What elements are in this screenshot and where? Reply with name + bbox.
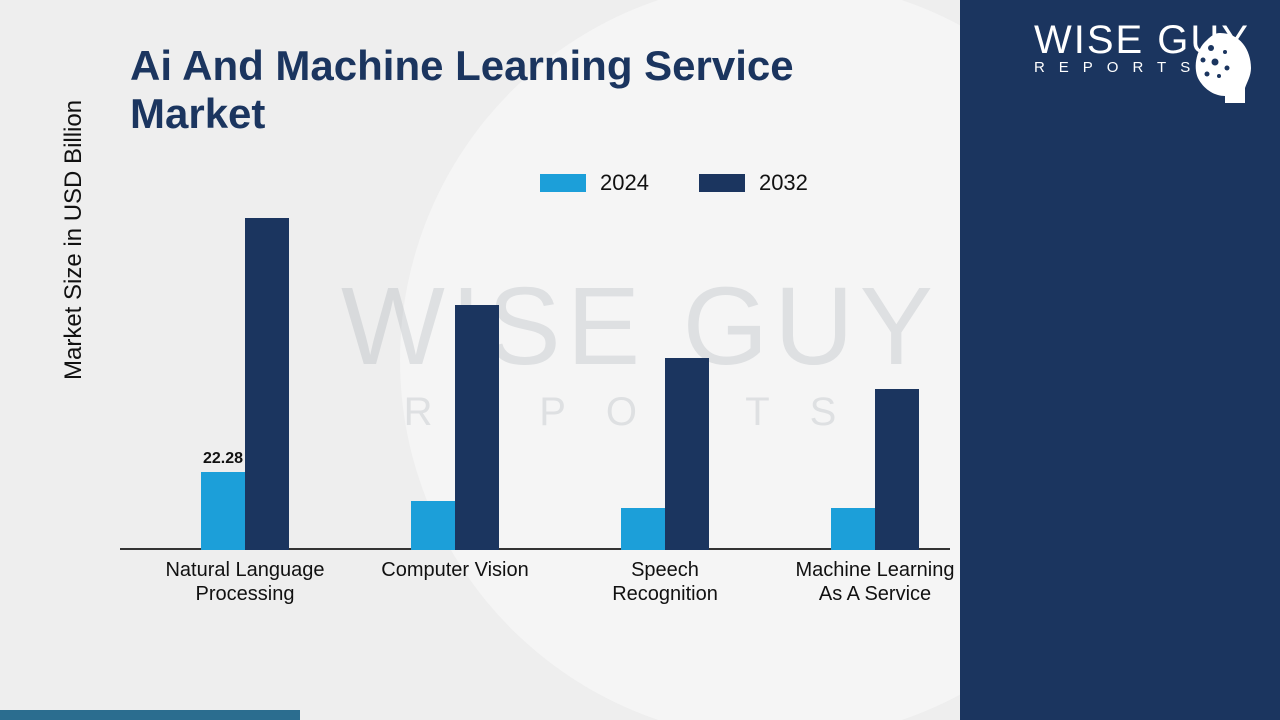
bar-group-1: Computer Vision <box>380 305 530 550</box>
legend-item-2024: 2024 <box>540 170 649 196</box>
page-root: WISE GUY REPORTS WISE GUY REPORTS Ai And… <box>0 0 1280 720</box>
bar-2024-mlaas <box>831 508 875 550</box>
category-label-0: Natural Language Processing <box>165 550 325 606</box>
bar-group-3: Machine Learning As A Service <box>800 389 950 550</box>
bar-2024-cv <box>411 501 455 550</box>
category-label-2: Speech Recognition <box>585 550 745 606</box>
bar-2032-nlp <box>245 218 289 551</box>
category-label-1: Computer Vision <box>375 550 535 582</box>
right-brand-band <box>960 0 1280 720</box>
category-label-3: Machine Learning As A Service <box>795 550 955 606</box>
legend-label-2024: 2024 <box>600 170 649 196</box>
bottom-accent-bar <box>0 710 300 720</box>
bar-group-0: 22.28 Natural Language Processing <box>170 218 320 551</box>
legend-swatch-2024 <box>540 174 586 192</box>
chart-title: Ai And Machine Learning Service Market <box>130 42 870 139</box>
y-axis-label: Market Size in USD Billion <box>60 100 88 380</box>
legend-swatch-2032 <box>699 174 745 192</box>
legend-item-2032: 2032 <box>699 170 808 196</box>
bar-2032-mlaas <box>875 389 919 550</box>
legend-label-2032: 2032 <box>759 170 808 196</box>
bar-value-label: 22.28 <box>201 450 245 472</box>
chart-plot-area: 22.28 Natural Language Processing Comput… <box>120 200 950 550</box>
bar-2024-nlp <box>201 472 245 550</box>
brand-logo: WISE GUY REPORTS <box>1034 18 1250 76</box>
chart-legend: 2024 2032 <box>540 170 808 196</box>
brand-head-icon <box>1185 28 1255 108</box>
bar-2032-speech <box>665 358 709 551</box>
bar-group-2: Speech Recognition <box>590 358 740 551</box>
bar-2032-cv <box>455 305 499 550</box>
bar-2024-speech <box>621 508 665 550</box>
